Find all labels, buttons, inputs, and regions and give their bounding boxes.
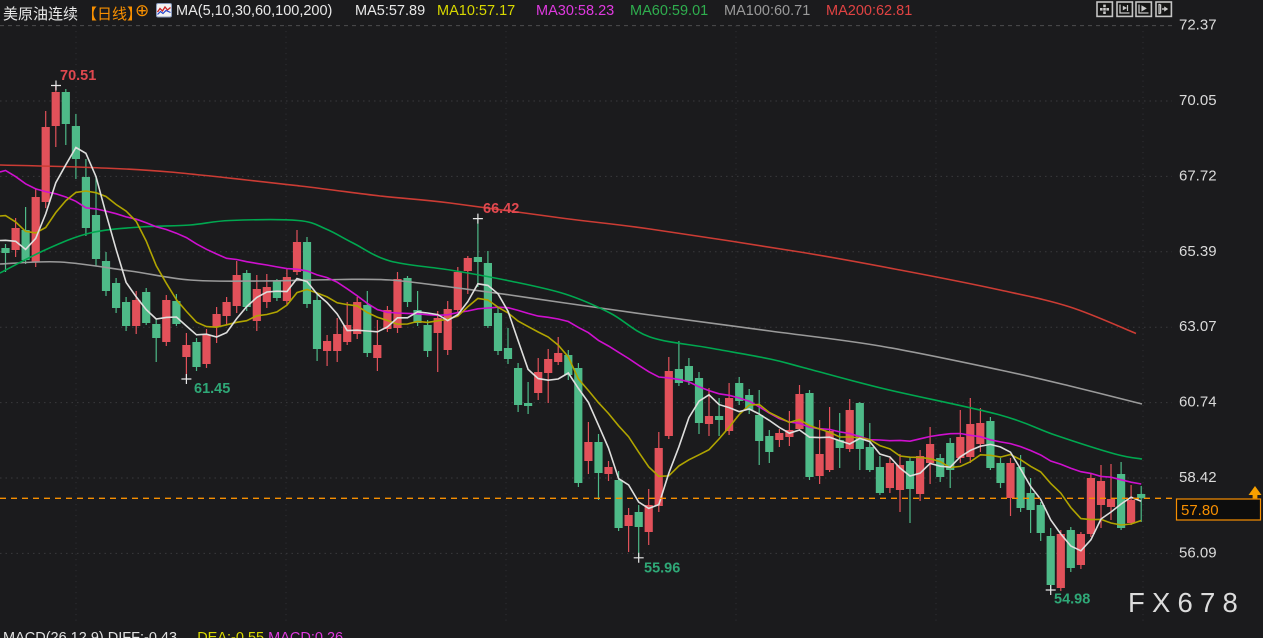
svg-text:FX678: FX678 (1128, 587, 1245, 618)
svg-text:54.98: 54.98 (1054, 592, 1090, 608)
svg-text:70.05: 70.05 (1179, 92, 1217, 109)
svg-text:72.37: 72.37 (1179, 17, 1217, 34)
svg-text:67.72: 67.72 (1179, 167, 1217, 184)
svg-text:57.80: 57.80 (1181, 502, 1219, 519)
svg-text:61.45: 61.45 (194, 381, 230, 397)
svg-text:66.42: 66.42 (483, 201, 519, 217)
svg-text:65.39: 65.39 (1179, 243, 1217, 260)
svg-text:63.07: 63.07 (1179, 318, 1217, 335)
svg-text:60.74: 60.74 (1179, 394, 1217, 411)
svg-text:58.42: 58.42 (1179, 469, 1217, 486)
svg-text:55.96: 55.96 (644, 561, 680, 577)
svg-text:56.09: 56.09 (1179, 544, 1217, 561)
svg-text:70.51: 70.51 (60, 68, 96, 84)
